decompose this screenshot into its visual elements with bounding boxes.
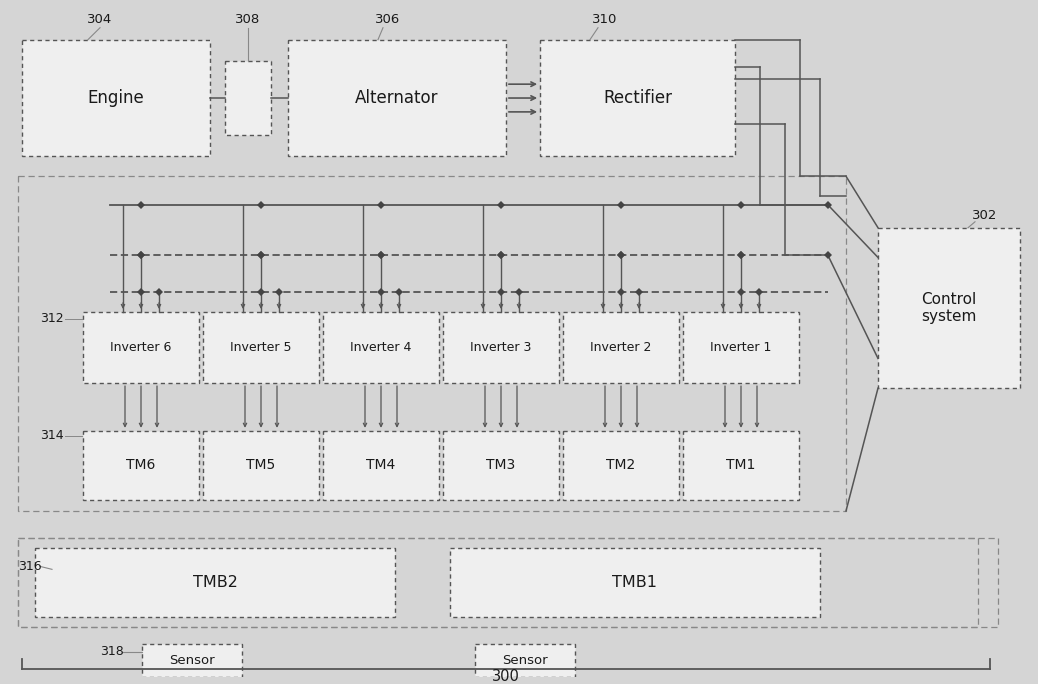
Bar bbox=[142, 644, 242, 677]
Bar bbox=[563, 312, 679, 383]
Bar bbox=[18, 538, 978, 627]
Bar bbox=[83, 431, 199, 500]
Text: TM6: TM6 bbox=[127, 458, 156, 473]
Bar bbox=[443, 431, 559, 500]
Bar bbox=[540, 40, 735, 157]
Text: TM3: TM3 bbox=[487, 458, 516, 473]
Text: Inverter 2: Inverter 2 bbox=[591, 341, 652, 354]
Text: 302: 302 bbox=[973, 209, 998, 222]
Text: 316: 316 bbox=[19, 560, 42, 573]
Bar bbox=[203, 312, 319, 383]
Text: TMB2: TMB2 bbox=[193, 575, 238, 590]
Bar bbox=[35, 548, 395, 617]
Bar bbox=[475, 644, 575, 677]
Bar bbox=[323, 431, 439, 500]
Text: Inverter 1: Inverter 1 bbox=[710, 341, 771, 354]
Bar bbox=[288, 40, 506, 157]
Text: 312: 312 bbox=[40, 313, 63, 326]
Text: Alternator: Alternator bbox=[355, 89, 439, 107]
Text: TM4: TM4 bbox=[366, 458, 395, 473]
Text: 310: 310 bbox=[593, 13, 618, 26]
Text: TMB1: TMB1 bbox=[612, 575, 657, 590]
Text: Control
system: Control system bbox=[922, 292, 977, 324]
Bar bbox=[83, 312, 199, 383]
Text: 308: 308 bbox=[236, 13, 261, 26]
Text: Inverter 5: Inverter 5 bbox=[230, 341, 292, 354]
Bar bbox=[323, 312, 439, 383]
Text: 314: 314 bbox=[40, 429, 63, 442]
Text: Inverter 3: Inverter 3 bbox=[470, 341, 531, 354]
Bar bbox=[683, 431, 799, 500]
Bar bbox=[18, 538, 998, 627]
Text: Engine: Engine bbox=[87, 89, 144, 107]
Text: TM5: TM5 bbox=[246, 458, 276, 473]
Bar bbox=[225, 62, 271, 135]
Text: Inverter 6: Inverter 6 bbox=[110, 341, 171, 354]
Bar bbox=[18, 176, 846, 511]
Text: 318: 318 bbox=[100, 645, 124, 658]
Bar bbox=[203, 431, 319, 500]
Text: TM2: TM2 bbox=[606, 458, 635, 473]
Text: Sensor: Sensor bbox=[169, 654, 215, 667]
Bar bbox=[22, 40, 210, 157]
Text: Inverter 4: Inverter 4 bbox=[350, 341, 412, 354]
Bar bbox=[443, 312, 559, 383]
Bar bbox=[683, 312, 799, 383]
Bar bbox=[878, 228, 1020, 388]
Bar bbox=[563, 431, 679, 500]
Bar bbox=[450, 548, 820, 617]
Text: 306: 306 bbox=[376, 13, 401, 26]
Text: 300: 300 bbox=[492, 669, 520, 684]
Text: TM1: TM1 bbox=[727, 458, 756, 473]
Text: 304: 304 bbox=[87, 13, 113, 26]
Text: Sensor: Sensor bbox=[502, 654, 548, 667]
Text: Rectifier: Rectifier bbox=[603, 89, 672, 107]
